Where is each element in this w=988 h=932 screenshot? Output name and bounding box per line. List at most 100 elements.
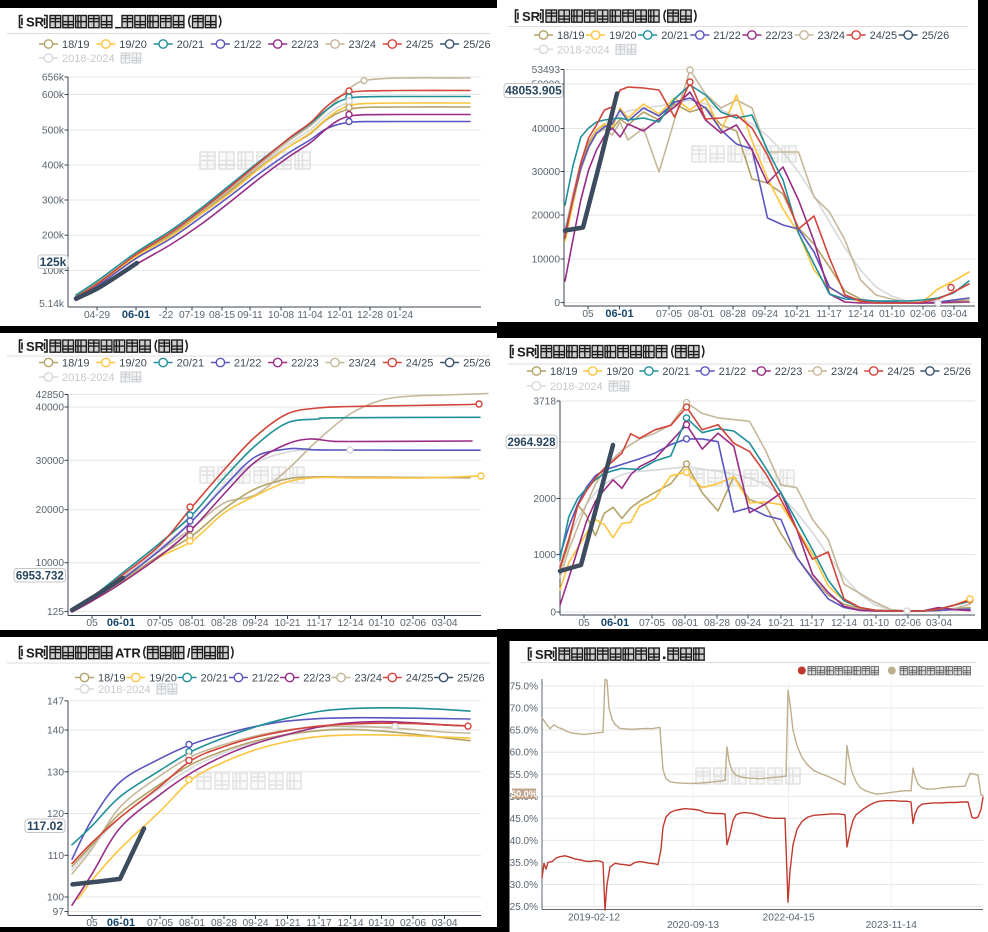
svg-text:08-28: 08-28 xyxy=(211,918,237,929)
svg-text:01-10: 01-10 xyxy=(368,918,394,929)
svg-text:140: 140 xyxy=(47,726,64,737)
svg-text:656k: 656k xyxy=(42,73,65,84)
svg-text:2000: 2000 xyxy=(533,494,556,505)
svg-text:25/26: 25/26 xyxy=(943,366,971,378)
svg-text:18/19: 18/19 xyxy=(557,30,585,42)
svg-text:55.0%: 55.0% xyxy=(510,770,538,781)
svg-text:24/25: 24/25 xyxy=(406,39,434,51)
svg-text:08-01: 08-01 xyxy=(179,918,205,929)
svg-text:100k: 100k xyxy=(42,266,65,277)
svg-text:120: 120 xyxy=(47,809,64,820)
svg-text:110: 110 xyxy=(48,851,65,862)
svg-text:25/26: 25/26 xyxy=(457,673,485,685)
svg-text:25/26: 25/26 xyxy=(463,39,491,51)
svg-text:03-04: 03-04 xyxy=(431,918,457,929)
svg-text:10-21: 10-21 xyxy=(784,309,810,320)
svg-text:40000: 40000 xyxy=(36,403,65,414)
svg-text:02-06: 02-06 xyxy=(910,309,936,320)
svg-text:25/26: 25/26 xyxy=(463,358,491,370)
svg-text:300k: 300k xyxy=(42,196,65,207)
svg-text:75.0%: 75.0% xyxy=(510,682,538,693)
svg-text:11-17: 11-17 xyxy=(306,618,332,629)
svg-text:06-01: 06-01 xyxy=(605,308,633,320)
svg-text:117.02: 117.02 xyxy=(27,819,63,833)
svg-text:23/24: 23/24 xyxy=(349,358,377,370)
svg-text:SR: SR xyxy=(517,344,536,359)
svg-text:07-05: 07-05 xyxy=(147,618,173,629)
svg-text:02-06: 02-06 xyxy=(895,618,921,629)
svg-text:2019-02-12: 2019-02-12 xyxy=(568,913,620,924)
svg-text:42850: 42850 xyxy=(36,390,65,401)
svg-text:SR: SR xyxy=(26,339,45,354)
svg-text:SR: SR xyxy=(535,647,554,662)
svg-text:22/23: 22/23 xyxy=(765,30,793,42)
svg-text:22/23: 22/23 xyxy=(291,358,319,370)
svg-text:05: 05 xyxy=(578,618,590,629)
svg-text:30000: 30000 xyxy=(36,456,65,467)
svg-text:09-11: 09-11 xyxy=(237,310,263,321)
svg-text:10-21: 10-21 xyxy=(274,618,300,629)
svg-text:09-24: 09-24 xyxy=(242,918,268,929)
svg-text:01-10: 01-10 xyxy=(368,618,394,629)
svg-text:2018-2024: 2018-2024 xyxy=(550,381,603,393)
svg-text:500k: 500k xyxy=(42,126,65,137)
svg-text:SR: SR xyxy=(522,9,541,24)
svg-text:SR: SR xyxy=(26,645,45,660)
svg-text:08-01: 08-01 xyxy=(672,618,698,629)
svg-text:20/21: 20/21 xyxy=(177,358,205,370)
svg-text:23/24: 23/24 xyxy=(831,366,859,378)
svg-text:02-06: 02-06 xyxy=(400,918,426,929)
svg-text:-22: -22 xyxy=(159,310,174,321)
svg-text:19/20: 19/20 xyxy=(119,358,147,370)
svg-text:21/22: 21/22 xyxy=(713,30,741,42)
svg-text:21/22: 21/22 xyxy=(252,673,280,685)
svg-text:05: 05 xyxy=(582,309,594,320)
svg-text:2018-2024: 2018-2024 xyxy=(98,684,151,696)
svg-text:07-19: 07-19 xyxy=(179,310,205,321)
svg-text:50.0%: 50.0% xyxy=(511,789,537,799)
svg-text:21/22: 21/22 xyxy=(234,39,262,51)
svg-text:200k: 200k xyxy=(42,231,65,242)
svg-text:03-04: 03-04 xyxy=(941,309,967,320)
svg-text:02-06: 02-06 xyxy=(400,618,426,629)
svg-text:2018-2024: 2018-2024 xyxy=(62,53,115,65)
svg-text:2018-2024: 2018-2024 xyxy=(62,372,115,384)
svg-text:04-29: 04-29 xyxy=(84,310,110,321)
svg-text:08-01: 08-01 xyxy=(179,618,205,629)
svg-text:11-17: 11-17 xyxy=(816,309,842,320)
svg-text:07-05: 07-05 xyxy=(656,309,682,320)
svg-text:18/19: 18/19 xyxy=(98,673,126,685)
svg-text:ATR: ATR xyxy=(115,645,141,660)
svg-text:22/23: 22/23 xyxy=(291,39,319,51)
svg-text:20/21: 20/21 xyxy=(661,30,689,42)
svg-text:40.0%: 40.0% xyxy=(510,836,538,847)
svg-text:48053.905: 48053.905 xyxy=(505,84,562,98)
svg-text:1000: 1000 xyxy=(533,550,556,561)
svg-text:03-04: 03-04 xyxy=(431,618,457,629)
svg-text:19/20: 19/20 xyxy=(149,673,177,685)
svg-text:01-24: 01-24 xyxy=(387,310,413,321)
svg-text:22/23: 22/23 xyxy=(303,673,331,685)
svg-text:2020-09-13: 2020-09-13 xyxy=(667,920,719,931)
svg-text:18/19: 18/19 xyxy=(550,366,578,378)
svg-text:125: 125 xyxy=(47,607,64,618)
svg-text:20/21: 20/21 xyxy=(201,673,229,685)
svg-text:12-14: 12-14 xyxy=(337,618,363,629)
svg-text:53493: 53493 xyxy=(532,65,561,76)
svg-text:45.0%: 45.0% xyxy=(510,814,538,825)
svg-text:07-05: 07-05 xyxy=(147,918,173,929)
svg-text:5.14k: 5.14k xyxy=(39,299,65,310)
svg-text:12-14: 12-14 xyxy=(337,918,363,929)
svg-text:11-04: 11-04 xyxy=(297,310,323,321)
svg-text:11-17: 11-17 xyxy=(799,618,825,629)
svg-text:130: 130 xyxy=(47,767,64,778)
svg-text:09-24: 09-24 xyxy=(242,618,268,629)
svg-text:12-28: 12-28 xyxy=(357,310,383,321)
svg-text:25.0%: 25.0% xyxy=(510,902,538,913)
svg-text:01-10: 01-10 xyxy=(879,309,905,320)
svg-text:2964.928: 2964.928 xyxy=(508,437,557,449)
svg-text:400k: 400k xyxy=(42,161,65,172)
svg-text:23/24: 23/24 xyxy=(349,39,377,51)
svg-text:SR: SR xyxy=(26,14,45,29)
svg-text:3718: 3718 xyxy=(533,397,556,408)
